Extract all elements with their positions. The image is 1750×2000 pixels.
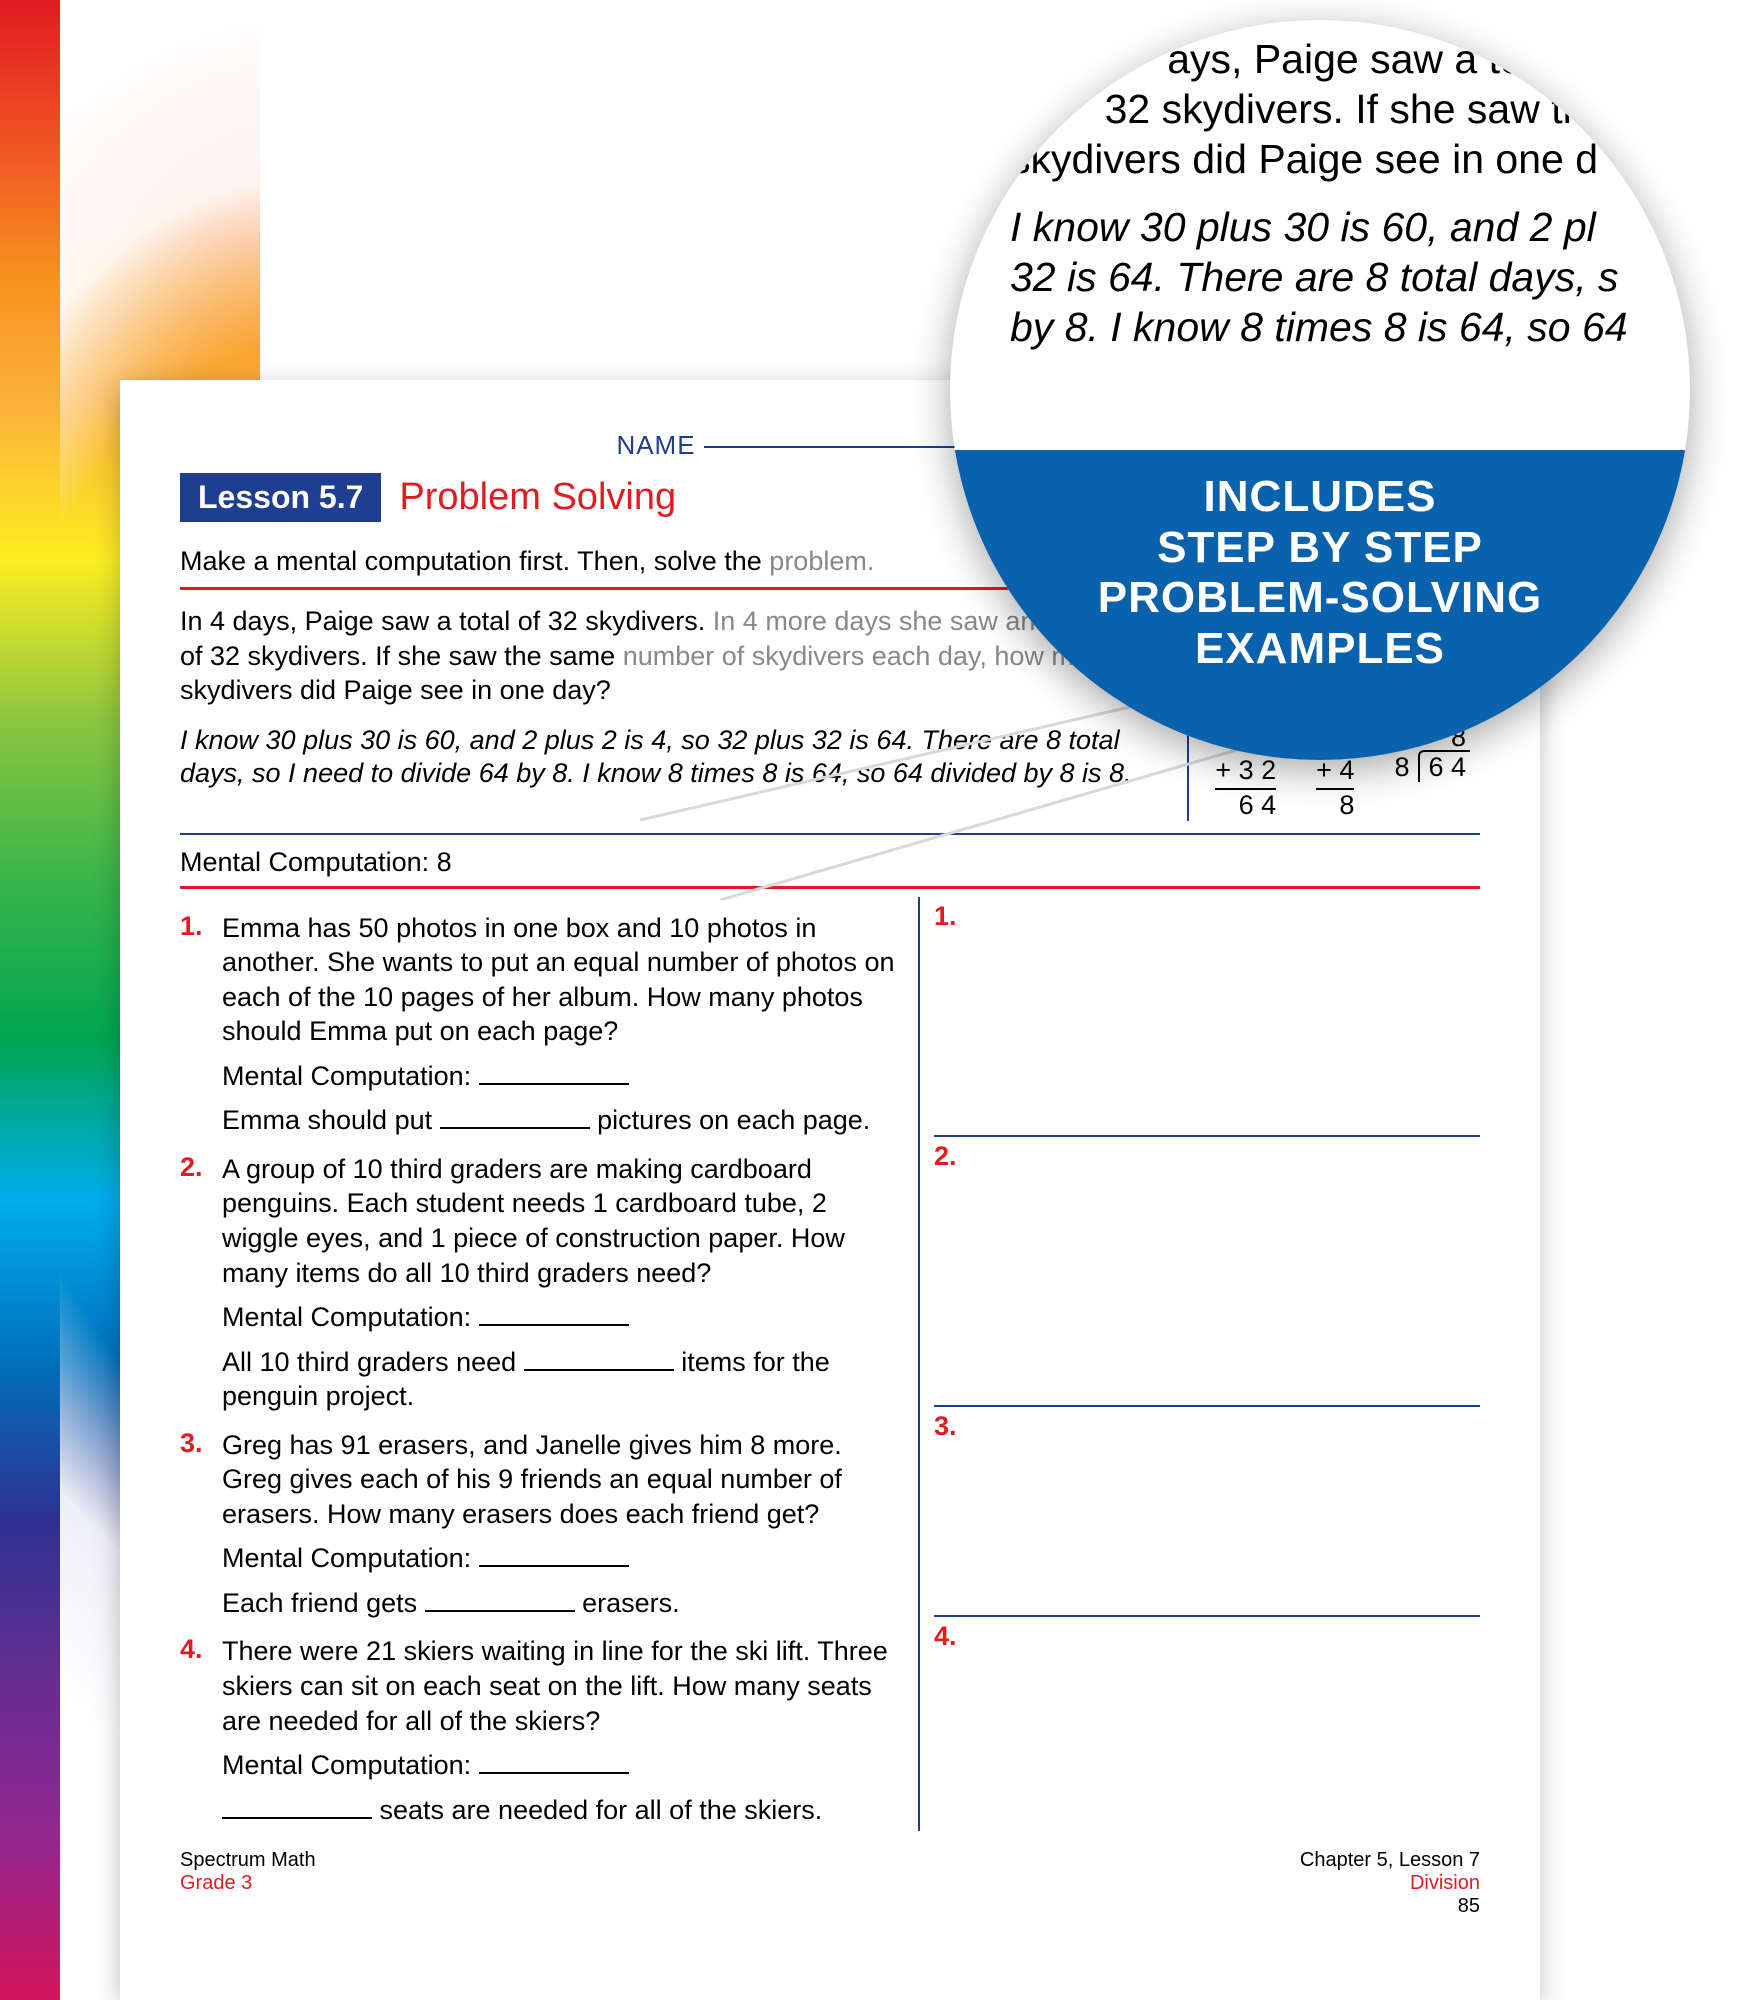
lesson-title: Problem Solving — [399, 476, 676, 519]
mc-blank-2[interactable] — [479, 1324, 629, 1326]
mc-blank-3[interactable] — [479, 1565, 629, 1567]
problems-grid: 1.Emma has 50 photos in one box and 10 p… — [180, 897, 1480, 1832]
question-3: 3.Greg has 91 erasers, and Janelle gives… — [180, 1428, 900, 1621]
magnifier-callout: ays, Paige saw a to 32 skydivers. If she… — [950, 20, 1690, 760]
magnifier-zoom-text: ays, Paige saw a to 32 skydivers. If she… — [1010, 34, 1680, 352]
page-footer: Spectrum Math Grade 3 Chapter 5, Lesson … — [180, 1849, 1480, 1918]
answer-blank-3[interactable] — [425, 1610, 575, 1612]
mental-computation-example: Mental Computation: 8 — [180, 847, 1480, 889]
mc-blank-1[interactable] — [479, 1083, 629, 1085]
work-area-2[interactable]: 2. — [934, 1137, 1480, 1407]
question-1: 1.Emma has 50 photos in one box and 10 p… — [180, 911, 900, 1138]
answer-blank-4[interactable] — [222, 1817, 372, 1819]
name-label: NAME — [616, 430, 695, 460]
answer-blank-2[interactable] — [524, 1369, 674, 1371]
answer-blank-1[interactable] — [440, 1127, 590, 1129]
magnifier-caption: INCLUDES STEP BY STEP PROBLEM-SOLVING EX… — [950, 450, 1690, 760]
work-area-4[interactable]: 4. — [934, 1617, 1480, 1817]
question-4: 4.There were 21 skiers waiting in line f… — [180, 1634, 900, 1827]
mc-blank-4[interactable] — [479, 1772, 629, 1774]
question-2: 2.A group of 10 third graders are making… — [180, 1152, 900, 1414]
work-area-3[interactable]: 3. — [934, 1407, 1480, 1617]
work-area-1[interactable]: 1. — [934, 897, 1480, 1137]
lesson-badge: Lesson 5.7 — [180, 473, 381, 522]
